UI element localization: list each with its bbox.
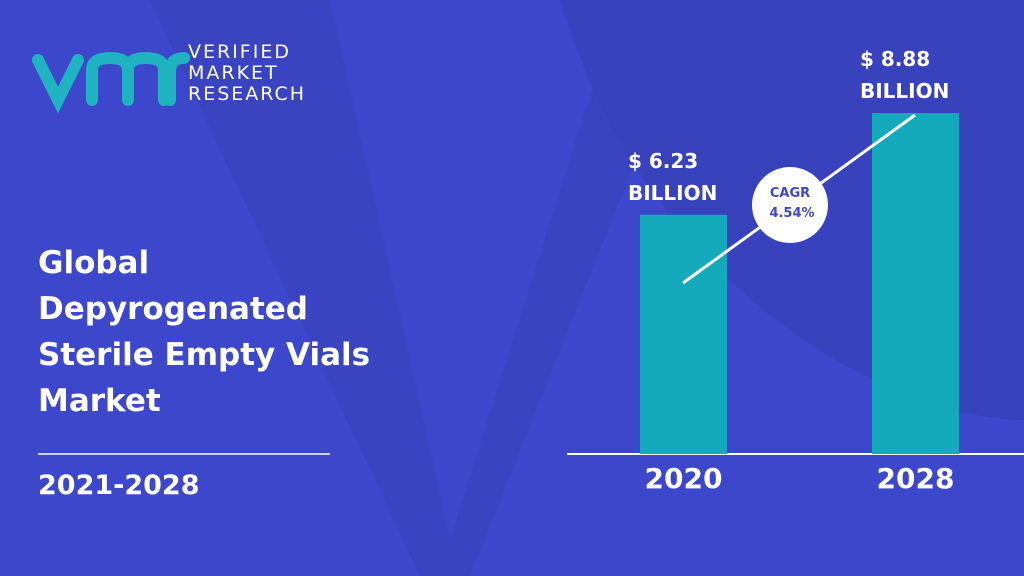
logo-line: VERIFIED	[188, 41, 291, 63]
title-line: Market	[38, 383, 161, 419]
title-line: Sterile Empty Vials	[38, 337, 371, 373]
cagr-value: 4.54%	[769, 206, 815, 221]
x-tick-label: 2020	[644, 462, 723, 495]
bar	[872, 113, 959, 454]
logo-mark	[32, 51, 190, 114]
logo-text: VERIFIED MARKET RESEARCH	[188, 42, 306, 105]
value-label: $ 8.88 BILLION	[860, 47, 950, 103]
title: Global Depyrogenated Sterile Empty Vials Ma…	[38, 240, 370, 424]
cagr-circle	[752, 167, 828, 243]
bar	[640, 214, 727, 454]
bg-shape	[150, 0, 700, 576]
value-label: $ 6.23 BILLION	[628, 148, 718, 205]
title-line: Global	[38, 245, 150, 281]
period: 2021-2028	[38, 470, 200, 501]
cagr-label: CAGR	[769, 186, 811, 201]
title-line: Depyrogenated	[38, 291, 308, 327]
logo-line: RESEARCH	[188, 83, 307, 105]
x-tick-label: 2028	[876, 462, 955, 495]
logo-line: MARKET	[188, 62, 279, 84]
